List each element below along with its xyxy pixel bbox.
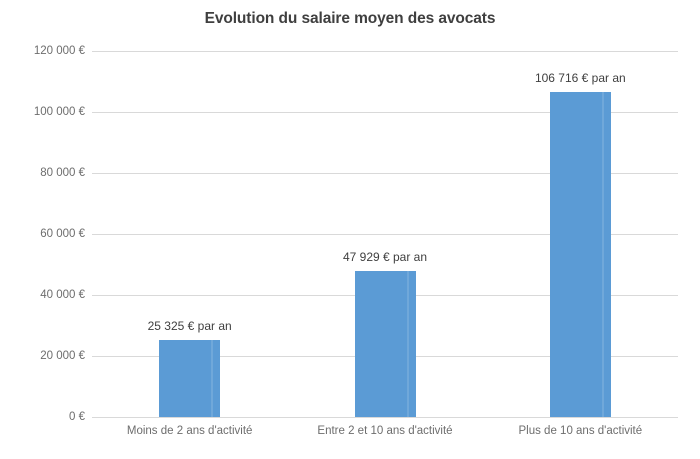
bar-value-label: 25 325 € par an — [147, 318, 232, 333]
gridline — [92, 112, 678, 113]
y-axis: 0 € 20 000 € 40 000 € 60 000 € 80 000 € 100 0… — [0, 45, 92, 423]
y-axis-tick-label: 80 000 € — [40, 167, 85, 179]
y-axis-tick-label: 20 000 € — [40, 350, 85, 362]
gridline — [92, 234, 678, 235]
x-axis: Moins de 2 ans d'activité Entre 2 et 10 a… — [92, 425, 678, 449]
y-axis-tick-label: 60 000 € — [40, 228, 85, 240]
gridline — [92, 417, 678, 418]
chart-title: Evolution du salaire moyen des avocats — [204, 10, 496, 27]
bar-value-label: 106 716 € par an — [534, 70, 626, 85]
y-axis-tick-label: 120 000 € — [33, 45, 85, 57]
y-axis-tick-label: 40 000 € — [40, 289, 85, 301]
bar[interactable] — [354, 270, 416, 417]
bar-highlight — [601, 91, 604, 417]
y-axis-tick-label: 0 € — [69, 411, 85, 423]
y-axis-tick-label: 100 000 € — [33, 106, 85, 118]
bar[interactable] — [159, 339, 221, 417]
x-axis-category-label: Entre 2 et 10 ans d'activité — [317, 425, 453, 437]
x-axis-category-label: Moins de 2 ans d'activité — [126, 425, 253, 437]
bar-highlight — [406, 270, 409, 417]
bar[interactable] — [549, 91, 611, 417]
gridline — [92, 173, 678, 174]
gridline — [92, 51, 678, 52]
bar-value-label: 47 929 € par an — [342, 249, 428, 264]
x-axis-category-label: Plus de 10 ans d'activité — [518, 425, 643, 437]
plot-area: 25 325 € par an 47 929 € par an 106 716 € … — [92, 51, 678, 418]
bar-highlight — [211, 339, 214, 417]
